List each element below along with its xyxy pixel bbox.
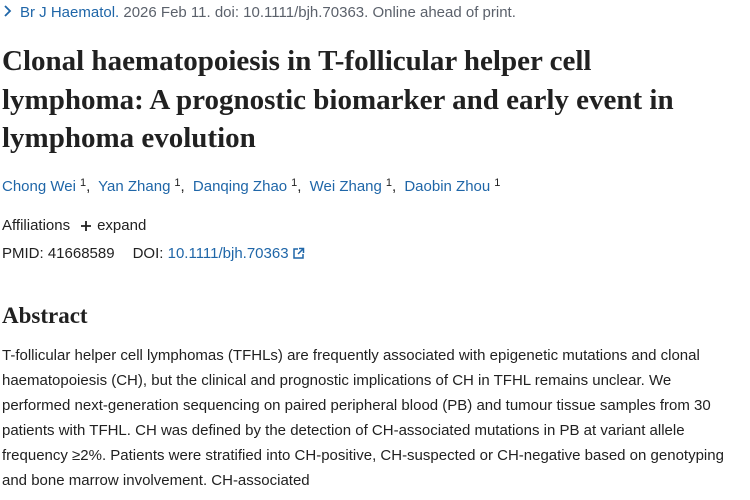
citation: Br J Haematol. 2026 Feb 11. doi: 10.1111…: [2, 4, 516, 21]
author: Wei Zhang 1,: [309, 177, 397, 195]
affiliation-ref[interactable]: 1: [174, 177, 181, 189]
author: Yan Zhang 1,: [98, 177, 185, 195]
pmid: 41668589: [47, 245, 115, 262]
identifiers: PMID: 41668589 DOI: 10.1111/bjh.70363: [2, 245, 305, 262]
plus-icon: [81, 220, 92, 231]
separator: ,: [180, 178, 185, 195]
author-link[interactable]: Daobin Zhou: [404, 178, 491, 195]
affiliation-ref[interactable]: 1: [79, 177, 87, 189]
affiliations-label: Affiliations: [2, 217, 71, 234]
citation-details: 2026 Feb 11. doi: 10.1111/bjh.70363. Onl…: [123, 4, 516, 21]
abstract-heading: Abstract: [2, 303, 88, 328]
abstract-text: T-follicular helper cell lymphomas (TFHL…: [2, 347, 724, 489]
author-list: Chong Wei 1, Yan Zhang 1, Danqing Zhao 1, W…: [2, 177, 504, 195]
pmid-label: PMID:: [2, 245, 44, 262]
journal-link[interactable]: Br J Haematol.: [20, 4, 120, 21]
author: Daobin Zhou 1: [404, 177, 501, 195]
chevron-icon: [4, 5, 12, 17]
affiliation-ref[interactable]: 1: [291, 177, 298, 189]
author-link[interactable]: Chong Wei: [2, 178, 76, 195]
author-link[interactable]: Yan Zhang: [98, 178, 171, 195]
author-link[interactable]: Wei Zhang: [309, 178, 382, 195]
author: Danqing Zhao 1,: [192, 177, 302, 195]
separator: ,: [297, 178, 302, 195]
separator: ,: [391, 178, 397, 195]
expand-label: expand: [97, 217, 147, 234]
affiliation-ref[interactable]: 1: [494, 177, 501, 189]
separator: ,: [86, 178, 91, 195]
author: Chong Wei 1,: [2, 177, 91, 195]
author-link[interactable]: Danqing Zhao: [192, 178, 288, 195]
affiliations-row: Affiliations expand: [2, 217, 146, 234]
expand-toggle[interactable]: expand: [80, 217, 146, 234]
external-link-icon: [292, 247, 304, 259]
doi-label: DOI:: [132, 245, 164, 262]
article-title: Clonal haematopoiesis in T-follicular he…: [2, 45, 674, 154]
affiliation-ref[interactable]: 1: [385, 177, 392, 189]
doi-link[interactable]: 10.1111/bjh.70363: [167, 245, 289, 262]
